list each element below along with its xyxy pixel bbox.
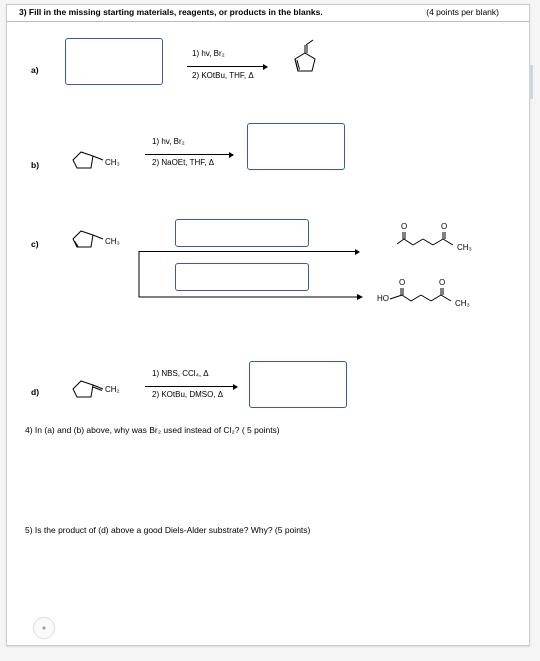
svg-text:O: O <box>439 278 445 287</box>
part-a-letter: a) <box>31 65 39 75</box>
part-b-blank-product[interactable] <box>247 123 345 170</box>
q3-prompt: 3) Fill in the missing starting material… <box>19 7 323 17</box>
part-b-letter: b) <box>31 160 39 170</box>
worksheet-page: 3) Fill in the missing starting material… <box>6 4 530 646</box>
part-d-ch2: CH₂ <box>105 385 120 395</box>
part-d-reagent2: 2) KOtBu, DMSO, Δ <box>152 390 223 400</box>
part-c-product-bottom: HO O O <box>377 277 487 311</box>
part-c-arrow-bottom-shape <box>135 249 365 303</box>
part-c-blank-reagents-top[interactable] <box>175 219 309 247</box>
part-a-reagent1: 1) hv, Br₂ <box>192 49 225 59</box>
loading-spinner-icon <box>33 617 55 639</box>
ho-label: HO <box>377 294 389 303</box>
part-c-ch3: CH₃ <box>105 237 120 247</box>
header-rule <box>7 21 529 22</box>
svg-text:O: O <box>399 278 405 287</box>
part-c-prod1-ch3: CH₃ <box>457 243 472 253</box>
svg-text:O: O <box>401 222 407 231</box>
q5-prompt: 5) Is the product of (d) above a good Di… <box>25 525 310 535</box>
part-c-product-top: O O <box>387 221 487 255</box>
part-b-ch3: CH₃ <box>105 158 120 168</box>
part-d-letter: d) <box>31 387 39 397</box>
part-d-blank-product[interactable] <box>249 361 347 408</box>
svg-text:O: O <box>441 222 447 231</box>
part-b-reagent2: 2) NaOEt, THF, Δ <box>152 158 214 168</box>
part-a-arrow <box>187 66 267 67</box>
part-c-letter: c) <box>31 239 39 249</box>
part-b-reagent1: 1) hv, Br₂ <box>152 137 185 147</box>
part-a-blank-start[interactable] <box>65 38 163 85</box>
part-b-arrow <box>145 154 233 155</box>
part-c-prod2-ch3: CH₃ <box>455 299 470 309</box>
part-d-reagent1: 1) NBS, CCl₄, Δ <box>152 369 209 379</box>
side-tab <box>529 65 533 99</box>
q3-points: (4 points per blank) <box>426 7 499 17</box>
part-a-reagent2: 2) KOtBu, THF, Δ <box>192 71 254 81</box>
q4-prompt: 4) In (a) and (b) above, why was Br₂ use… <box>25 425 280 435</box>
part-d-arrow <box>145 386 237 387</box>
part-a-product-structure <box>285 45 325 81</box>
